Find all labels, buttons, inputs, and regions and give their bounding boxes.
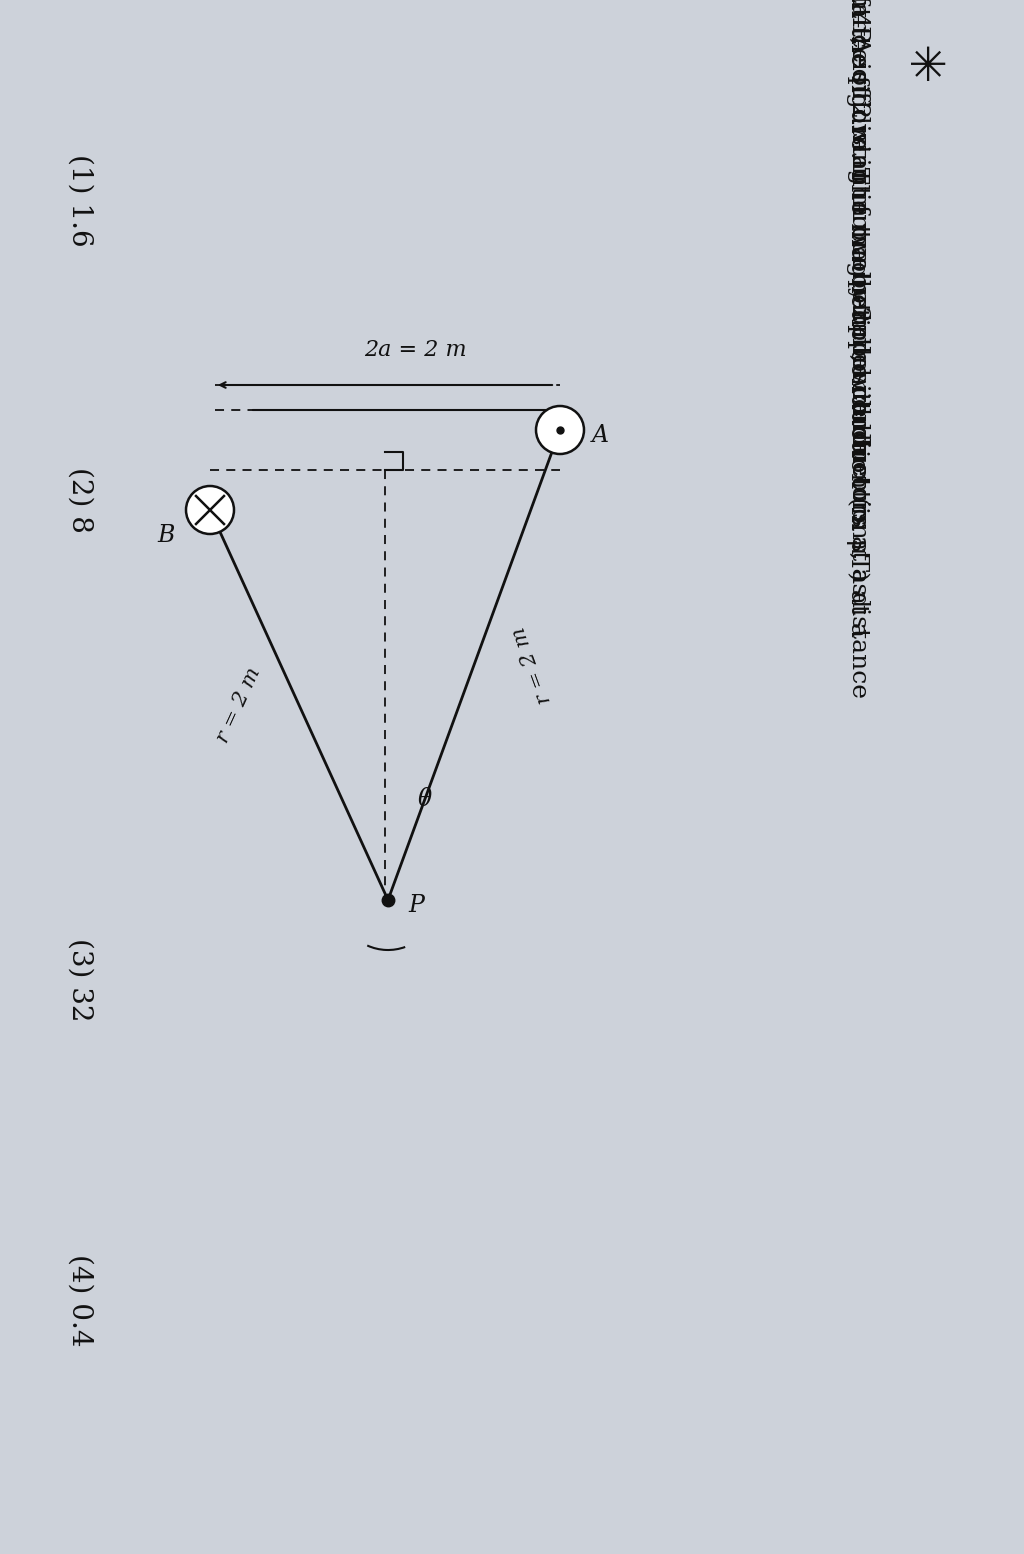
Text: shown in the figure. The magnetic conduction (in μT) at a: shown in the figure. The magnetic conduc…	[847, 0, 870, 637]
Text: B: B	[158, 524, 175, 547]
Text: Equal current of 4 A is flowing in two parallel conductors: Equal current of 4 A is flowing in two p…	[847, 0, 870, 525]
Text: A: A	[592, 424, 609, 446]
Text: 2 m, will be: 2 m, will be	[847, 306, 870, 454]
Text: r = 2 m: r = 2 m	[509, 625, 554, 706]
Text: θ: θ	[418, 788, 432, 811]
Text: point P, equidistant from both the conductors at a distance: point P, equidistant from both the condu…	[847, 0, 870, 698]
Text: 2a = 2 m: 2a = 2 m	[364, 339, 466, 361]
Text: ✳: ✳	[897, 45, 942, 85]
Circle shape	[536, 406, 584, 454]
Circle shape	[186, 486, 234, 535]
Text: kept at a distance of 2 m in mutually opposite directions, as: kept at a distance of 2 m in mutually op…	[847, 0, 870, 595]
Text: (2) 8: (2) 8	[67, 468, 93, 533]
Text: (4) 0.4: (4) 0.4	[67, 1254, 93, 1346]
Text: P: P	[408, 894, 424, 917]
Text: r = 2 m: r = 2 m	[213, 665, 264, 746]
Text: (1) 1.6: (1) 1.6	[67, 154, 93, 247]
Text: (3) 32: (3) 32	[67, 939, 93, 1021]
